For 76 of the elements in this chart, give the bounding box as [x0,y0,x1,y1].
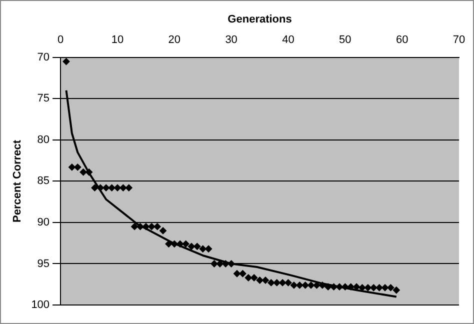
point [188,242,195,250]
point [336,283,343,290]
point [262,276,269,284]
point [234,270,241,278]
point [108,184,116,192]
point [284,279,292,286]
point [358,284,366,292]
point [160,227,167,234]
point [222,260,230,268]
point [324,283,332,290]
x-tick-label: 50 [339,34,352,46]
point [91,184,98,192]
point [136,223,144,230]
point [216,260,224,268]
y-tick-label: 95 [37,258,50,270]
point [290,282,298,289]
x-tick-label: 40 [282,34,294,46]
point [148,223,156,230]
point [62,58,70,66]
point [142,223,150,230]
point [96,184,104,192]
point [273,279,280,286]
point [250,274,258,282]
point [239,270,246,278]
point [165,240,172,248]
point [182,240,190,248]
point [268,279,275,286]
x-tick-label: 0 [57,34,64,46]
point [68,164,76,171]
point [210,260,218,268]
x-tick-label: 10 [111,34,124,46]
y-axis-title: Percent Correct [12,140,24,222]
point [244,274,252,282]
point [296,282,304,289]
point [330,283,338,290]
point [170,240,178,248]
point [176,240,184,248]
point [120,184,127,192]
point [370,284,378,292]
point [353,283,360,290]
y-tick-label: 85 [37,175,50,188]
point [199,245,206,252]
point [376,284,383,292]
point [154,223,161,230]
point [102,184,110,192]
point [114,184,121,192]
point [392,286,400,294]
y-tick-label: 100 [31,299,50,312]
point [347,283,354,290]
point [387,284,394,292]
y-tick-label: 80 [37,134,50,146]
point [205,245,212,252]
x-axis-title: Generations [228,14,292,26]
point [342,283,349,290]
y-tick-label: 75 [37,92,50,105]
point [131,223,138,230]
x-tick-label: 60 [396,34,408,46]
point [256,276,264,284]
x-tick-label: 70 [452,34,466,46]
point [302,282,309,289]
x-tick-label: 20 [168,34,181,46]
point [364,284,372,292]
point [80,168,87,176]
point [86,168,93,176]
point [313,282,320,289]
point [194,242,201,250]
point [228,260,235,268]
point [308,282,315,289]
point [74,164,82,171]
y-tick-label: 70 [37,51,50,64]
point [318,282,326,289]
x-tick-label: 30 [225,34,238,46]
point [382,284,389,292]
y-tick-label: 90 [37,216,50,228]
point [279,279,286,286]
point [125,184,132,192]
